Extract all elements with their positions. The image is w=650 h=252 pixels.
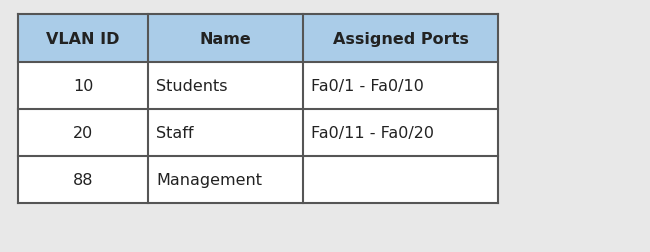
Bar xyxy=(303,63,498,110)
Bar xyxy=(18,110,148,156)
Bar xyxy=(148,110,303,156)
Text: Fa0/11 - Fa0/20: Fa0/11 - Fa0/20 xyxy=(311,125,434,140)
Bar xyxy=(148,156,303,203)
Text: 20: 20 xyxy=(73,125,93,140)
Bar xyxy=(18,15,148,63)
Bar xyxy=(18,63,148,110)
Text: Assigned Ports: Assigned Ports xyxy=(333,32,469,46)
Bar xyxy=(303,110,498,156)
Bar xyxy=(148,15,303,63)
Text: VLAN ID: VLAN ID xyxy=(46,32,120,46)
Bar xyxy=(148,63,303,110)
Bar xyxy=(303,156,498,203)
Text: 88: 88 xyxy=(73,172,93,187)
Text: Fa0/1 - Fa0/10: Fa0/1 - Fa0/10 xyxy=(311,79,424,94)
Text: 10: 10 xyxy=(73,79,93,94)
Bar xyxy=(303,15,498,63)
Bar xyxy=(18,156,148,203)
Text: Staff: Staff xyxy=(156,125,194,140)
Text: Students: Students xyxy=(156,79,228,94)
Text: Name: Name xyxy=(200,32,252,46)
Text: Management: Management xyxy=(156,172,262,187)
